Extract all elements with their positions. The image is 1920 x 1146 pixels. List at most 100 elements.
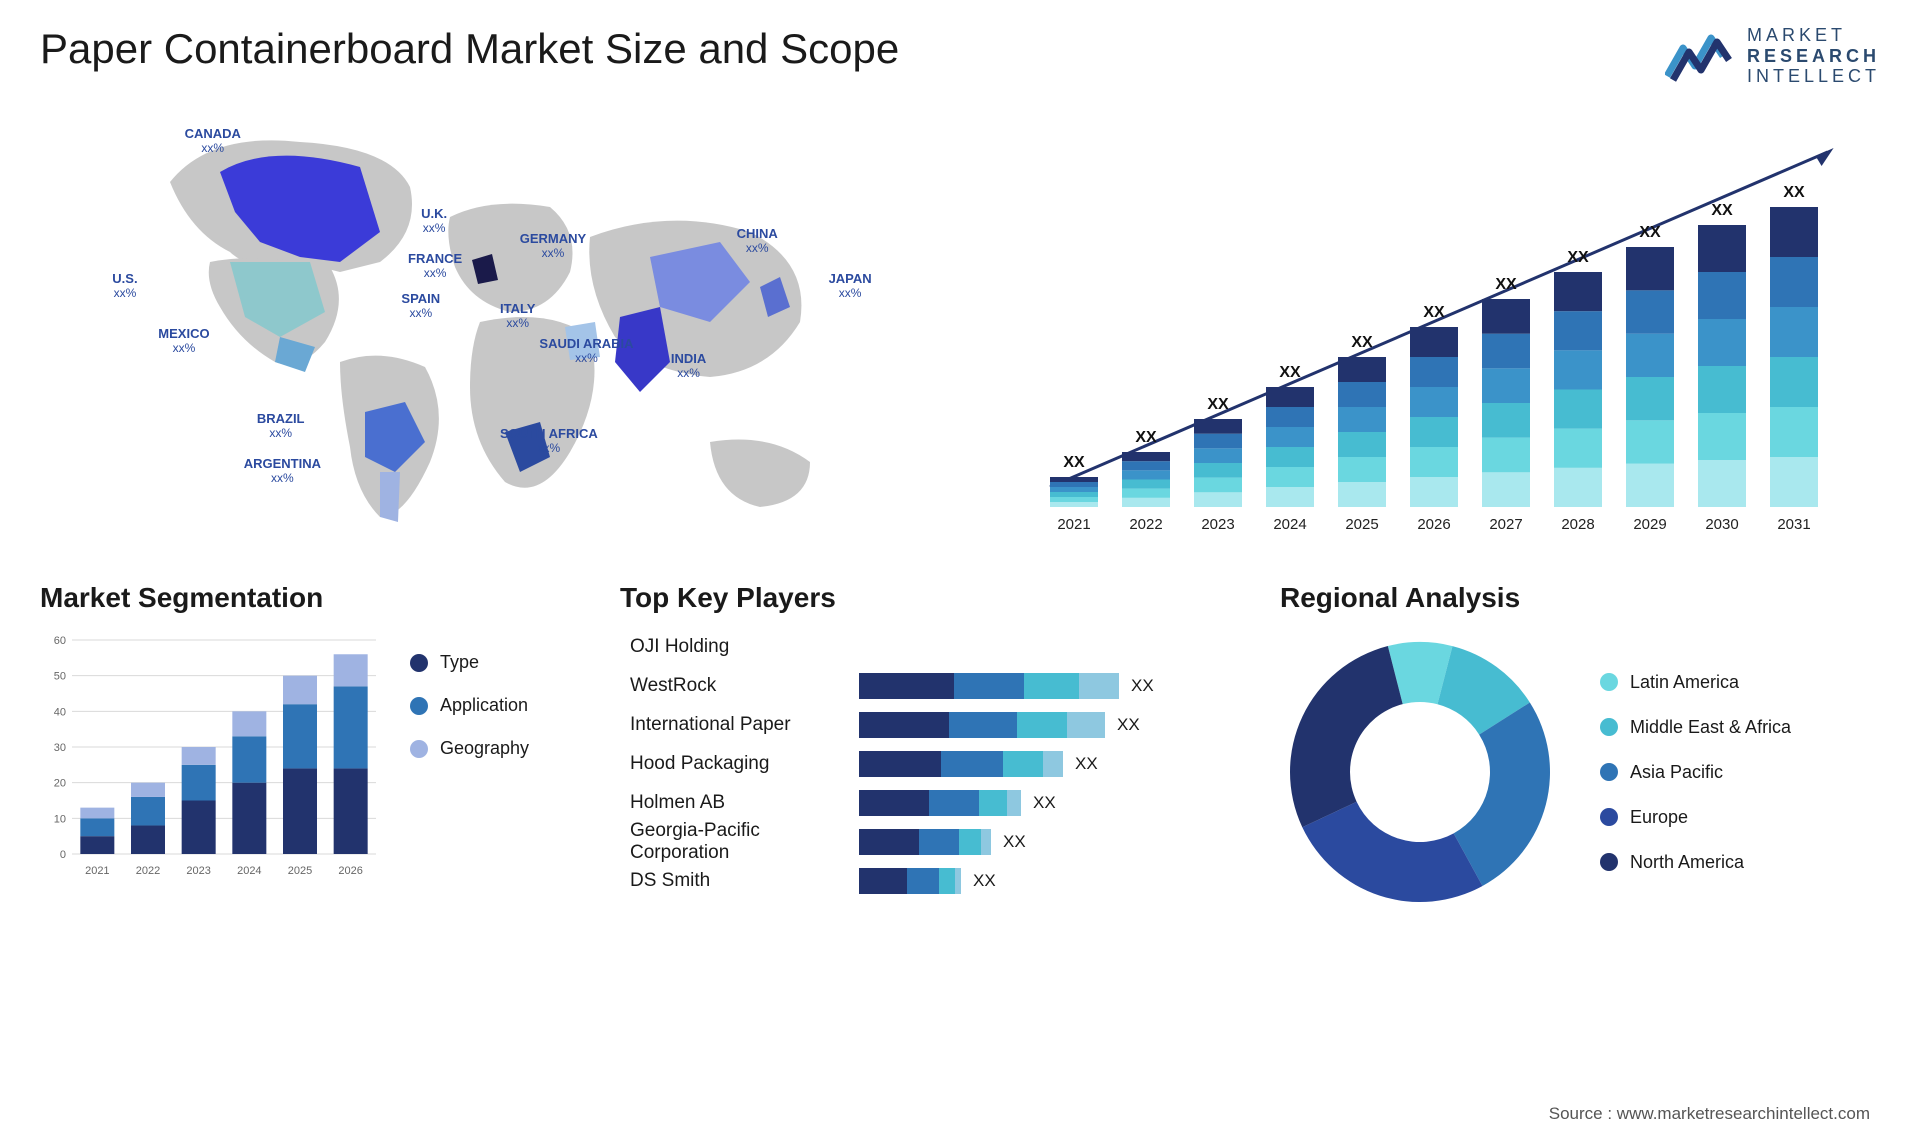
regional-legend: Latin America Middle East & Africa Asia Pa…	[1600, 672, 1791, 873]
svg-text:2026: 2026	[1417, 516, 1450, 533]
player-name: WestRock	[630, 675, 845, 697]
player-value: XX	[973, 871, 996, 891]
map-country-label: MEXICOxx%	[158, 327, 209, 356]
page-title: Paper Containerboard Market Size and Sco…	[40, 25, 899, 73]
segmentation-stacked-bar-chart: 0102030405060202120222023202420252026	[40, 632, 380, 882]
svg-text:XX: XX	[1783, 184, 1805, 201]
player-row: Holmen AB XX	[630, 788, 1260, 818]
svg-text:2026: 2026	[338, 865, 362, 877]
svg-text:XX: XX	[1711, 202, 1733, 219]
player-row: DS Smith XX	[630, 866, 1260, 896]
svg-text:XX: XX	[1063, 454, 1085, 471]
segmentation-title: Market Segmentation	[40, 582, 600, 614]
player-value: XX	[1075, 754, 1098, 774]
map-country-label: BRAZILxx%	[257, 412, 305, 441]
player-bar	[859, 790, 1021, 816]
svg-text:2022: 2022	[136, 865, 160, 877]
players-bar-chart: OJI HoldingWestRockXXInternational Paper…	[620, 632, 1260, 896]
svg-text:XX: XX	[1639, 224, 1661, 241]
svg-text:2029: 2029	[1633, 516, 1666, 533]
player-value: XX	[1003, 832, 1026, 852]
svg-text:2022: 2022	[1129, 516, 1162, 533]
player-bar	[859, 751, 1063, 777]
svg-text:2021: 2021	[1057, 516, 1090, 533]
player-bar	[859, 829, 991, 855]
map-country-label: SOUTH AFRICAxx%	[500, 427, 598, 456]
player-value: XX	[1131, 676, 1154, 696]
svg-text:2031: 2031	[1777, 516, 1810, 533]
map-country-label: JAPANxx%	[829, 272, 872, 301]
player-bar	[859, 712, 1105, 738]
map-country-label: SPAINxx%	[401, 292, 440, 321]
player-row: International Paper XX	[630, 710, 1260, 740]
svg-text:2025: 2025	[288, 865, 312, 877]
svg-text:40: 40	[54, 706, 66, 718]
legend-item: North America	[1600, 852, 1791, 873]
svg-text:2023: 2023	[186, 865, 210, 877]
svg-text:2030: 2030	[1705, 516, 1738, 533]
svg-text:XX: XX	[1207, 396, 1229, 413]
map-country-label: ITALYxx%	[500, 302, 535, 331]
svg-text:XX: XX	[1135, 429, 1157, 446]
regional-title: Regional Analysis	[1280, 582, 1880, 614]
svg-text:XX: XX	[1495, 276, 1517, 293]
source-attribution: Source : www.marketresearchintellect.com	[1549, 1104, 1870, 1124]
svg-text:50: 50	[54, 671, 66, 683]
player-row: WestRock XX	[630, 671, 1260, 701]
svg-text:2024: 2024	[237, 865, 261, 877]
map-country-label: SAUDI ARABIAxx%	[539, 337, 633, 366]
svg-text:2024: 2024	[1273, 516, 1306, 533]
player-name: OJI Holding	[630, 636, 845, 658]
map-country-label: INDIAxx%	[671, 352, 706, 381]
player-bar	[859, 673, 1119, 699]
player-value: XX	[1033, 793, 1056, 813]
legend-item: Europe	[1600, 807, 1791, 828]
logo-line1: MARKET	[1747, 25, 1880, 46]
logo-line3: INTELLECT	[1747, 66, 1880, 87]
svg-text:XX: XX	[1351, 334, 1373, 351]
regional-donut-chart	[1280, 632, 1560, 912]
svg-text:60: 60	[54, 635, 66, 647]
svg-text:2027: 2027	[1489, 516, 1522, 533]
player-name: Hood Packaging	[630, 753, 845, 775]
svg-text:0: 0	[60, 849, 66, 861]
map-country-label: CANADAxx%	[185, 127, 241, 156]
svg-text:2021: 2021	[85, 865, 109, 877]
legend-item: Latin America	[1600, 672, 1791, 693]
players-title: Top Key Players	[620, 582, 1260, 614]
player-name: DS Smith	[630, 870, 845, 892]
forecast-chart-panel: XX2021XX2022XX2023XX2024XX2025XX2026XX20…	[1000, 112, 1880, 547]
legend-item: Type	[410, 652, 529, 673]
legend-item: Asia Pacific	[1600, 762, 1791, 783]
player-row: OJI Holding	[630, 632, 1260, 662]
svg-text:2023: 2023	[1201, 516, 1234, 533]
player-name: International Paper	[630, 714, 845, 736]
player-name: Georgia-Pacific Corporation	[630, 820, 845, 864]
logo-line2: RESEARCH	[1747, 46, 1880, 67]
svg-text:30: 30	[54, 742, 66, 754]
player-name: Holmen AB	[630, 792, 845, 814]
segmentation-panel: Market Segmentation 01020304050602021202…	[40, 582, 600, 912]
legend-item: Application	[410, 695, 529, 716]
map-country-label: GERMANYxx%	[520, 232, 586, 261]
svg-text:XX: XX	[1567, 249, 1589, 266]
player-value: XX	[1117, 715, 1140, 735]
forecast-stacked-bar-chart: XX2021XX2022XX2023XX2024XX2025XX2026XX20…	[1000, 112, 1880, 542]
player-row: Georgia-Pacific CorporationXX	[630, 827, 1260, 857]
players-panel: Top Key Players OJI HoldingWestRockXXInt…	[620, 582, 1260, 912]
regional-panel: Regional Analysis Latin America Middle Ea…	[1280, 582, 1880, 912]
segmentation-legend: Type Application Geography	[410, 632, 529, 882]
player-bar	[859, 868, 961, 894]
svg-text:XX: XX	[1423, 304, 1445, 321]
world-map-panel: CANADAxx%U.S.xx%MEXICOxx%BRAZILxx%ARGENT…	[40, 112, 960, 542]
legend-item: Geography	[410, 738, 529, 759]
map-country-label: FRANCExx%	[408, 252, 462, 281]
map-country-label: CHINAxx%	[737, 227, 778, 256]
brand-logo: MARKET RESEARCH INTELLECT	[1665, 25, 1880, 87]
legend-item: Middle East & Africa	[1600, 717, 1791, 738]
svg-text:XX: XX	[1279, 364, 1301, 381]
player-row: Hood Packaging XX	[630, 749, 1260, 779]
svg-text:2028: 2028	[1561, 516, 1594, 533]
svg-text:20: 20	[54, 778, 66, 790]
map-country-label: ARGENTINAxx%	[244, 457, 321, 486]
